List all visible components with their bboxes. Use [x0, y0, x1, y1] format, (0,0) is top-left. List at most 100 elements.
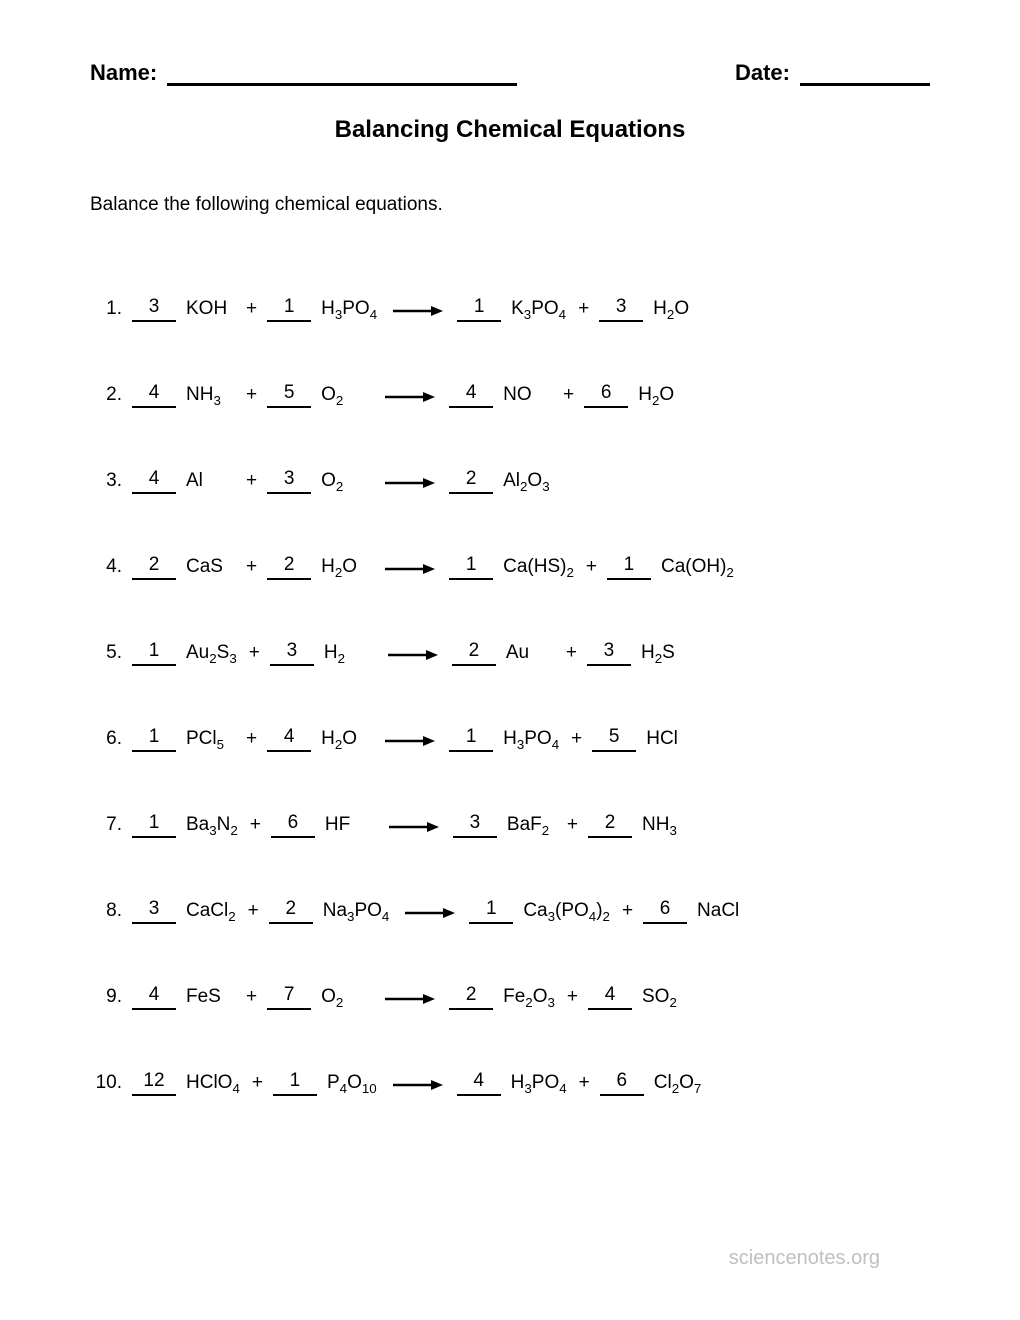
- coefficient-blank[interactable]: 2: [449, 984, 493, 1010]
- coefficient-blank[interactable]: 6: [643, 898, 687, 924]
- plus-sign: +: [573, 1072, 596, 1094]
- coefficient-blank[interactable]: 7: [267, 984, 311, 1010]
- coefficient-blank[interactable]: 3: [587, 640, 631, 666]
- date-label: Date:: [735, 60, 790, 86]
- chemical-formula: O2: [315, 470, 375, 492]
- page-title: Balancing Chemical Equations: [90, 116, 930, 144]
- coefficient-blank[interactable]: 3: [453, 812, 497, 838]
- plus-sign: +: [580, 556, 603, 578]
- chemical-formula: NH3: [636, 814, 696, 836]
- coefficient-blank[interactable]: 6: [584, 382, 628, 408]
- chemical-formula: NaCl: [691, 900, 751, 922]
- coefficient-blank[interactable]: 1: [457, 296, 501, 322]
- arrow-icon: [395, 906, 465, 920]
- plus-sign: +: [244, 814, 267, 836]
- chemical-formula: CaS: [180, 556, 240, 578]
- equation-row: 4.2CaS+2H2O1Ca(HS)2+1Ca(OH)2: [90, 554, 930, 580]
- chemical-formula: Al: [180, 470, 240, 492]
- plus-sign: +: [561, 986, 584, 1008]
- chemical-formula: NH3: [180, 384, 240, 406]
- equation-number: 9.: [90, 986, 128, 1008]
- coefficient-blank[interactable]: 2: [588, 812, 632, 838]
- coefficient-blank[interactable]: 3: [270, 640, 314, 666]
- equation-row: 7.1Ba3N2+6HF3BaF2+2NH3: [90, 812, 930, 838]
- arrow-icon: [383, 1078, 453, 1092]
- coefficient-blank[interactable]: 4: [457, 1070, 501, 1096]
- plus-sign: +: [240, 298, 263, 320]
- chemical-formula: H2: [318, 642, 378, 664]
- chemical-formula: BaF2: [501, 814, 561, 836]
- plus-sign: +: [240, 556, 263, 578]
- plus-sign: +: [240, 384, 263, 406]
- equation-number: 1.: [90, 298, 128, 320]
- chemical-formula: NO: [497, 384, 557, 406]
- coefficient-blank[interactable]: 2: [269, 898, 313, 924]
- arrow-icon: [375, 390, 445, 404]
- coefficient-blank[interactable]: 6: [271, 812, 315, 838]
- equation-row: 2.4NH3+5O24NO+6H2O: [90, 382, 930, 408]
- chemical-formula: P4O10: [321, 1072, 383, 1094]
- coefficient-blank[interactable]: 4: [588, 984, 632, 1010]
- chemical-formula: H2O: [632, 384, 692, 406]
- chemical-formula: H3PO4: [505, 1072, 573, 1094]
- coefficient-blank[interactable]: 2: [449, 468, 493, 494]
- name-input-line[interactable]: [167, 62, 517, 86]
- coefficient-blank[interactable]: 2: [267, 554, 311, 580]
- chemical-formula: H3PO4: [497, 728, 565, 750]
- chemical-formula: Al2O3: [497, 470, 557, 492]
- coefficient-blank[interactable]: 3: [132, 296, 176, 322]
- chemical-formula: HClO4: [180, 1072, 246, 1094]
- coefficient-blank[interactable]: 4: [132, 382, 176, 408]
- coefficient-blank[interactable]: 6: [600, 1070, 644, 1096]
- coefficient-blank[interactable]: 1: [132, 640, 176, 666]
- equation-row: 10.12HClO4+1P4O104H3PO4+6Cl2O7: [90, 1070, 930, 1096]
- coefficient-blank[interactable]: 4: [132, 468, 176, 494]
- coefficient-blank[interactable]: 5: [267, 382, 311, 408]
- chemical-formula: PCl5: [180, 728, 240, 750]
- coefficient-blank[interactable]: 3: [599, 296, 643, 322]
- chemical-formula: Ca3(PO4)2: [517, 900, 616, 922]
- instructions: Balance the following chemical equations…: [90, 194, 930, 216]
- coefficient-blank[interactable]: 1: [267, 296, 311, 322]
- chemical-formula: K3PO4: [505, 298, 572, 320]
- chemical-formula: Ca(HS)2: [497, 556, 580, 578]
- plus-sign: +: [565, 728, 588, 750]
- plus-sign: +: [240, 986, 263, 1008]
- equation-number: 5.: [90, 642, 128, 664]
- date-input-line[interactable]: [800, 62, 930, 86]
- coefficient-blank[interactable]: 3: [132, 898, 176, 924]
- coefficient-blank[interactable]: 12: [132, 1070, 176, 1096]
- chemical-formula: H2O: [647, 298, 707, 320]
- chemical-formula: Au: [500, 642, 560, 664]
- coefficient-blank[interactable]: 5: [592, 726, 636, 752]
- equation-row: 8.3CaCl2+2Na3PO41Ca3(PO4)2+6NaCl: [90, 898, 930, 924]
- coefficient-blank[interactable]: 1: [469, 898, 513, 924]
- chemical-formula: H3PO4: [315, 298, 383, 320]
- equation-row: 3.4Al+3O22Al2O3: [90, 468, 930, 494]
- chemical-formula: O2: [315, 986, 375, 1008]
- equation-row: 5.1Au2S3+3H22Au+3H2S: [90, 640, 930, 666]
- coefficient-blank[interactable]: 1: [607, 554, 651, 580]
- coefficient-blank[interactable]: 4: [267, 726, 311, 752]
- header-row: Name: Date:: [90, 60, 930, 86]
- equation-row: 6.1PCl5+4H2O1H3PO4+5HCl: [90, 726, 930, 752]
- coefficient-blank[interactable]: 1: [132, 726, 176, 752]
- arrow-icon: [378, 648, 448, 662]
- chemical-formula: SO2: [636, 986, 696, 1008]
- plus-sign: +: [243, 642, 266, 664]
- coefficient-blank[interactable]: 4: [132, 984, 176, 1010]
- equation-number: 8.: [90, 900, 128, 922]
- coefficient-blank[interactable]: 1: [132, 812, 176, 838]
- coefficient-blank[interactable]: 2: [452, 640, 496, 666]
- coefficient-blank[interactable]: 1: [273, 1070, 317, 1096]
- coefficient-blank[interactable]: 3: [267, 468, 311, 494]
- coefficient-blank[interactable]: 1: [449, 726, 493, 752]
- coefficient-blank[interactable]: 4: [449, 382, 493, 408]
- coefficient-blank[interactable]: 2: [132, 554, 176, 580]
- chemical-formula: KOH: [180, 298, 240, 320]
- chemical-formula: H2O: [315, 556, 375, 578]
- plus-sign: +: [560, 642, 583, 664]
- chemical-formula: H2O: [315, 728, 375, 750]
- equation-number: 10.: [90, 1072, 128, 1094]
- coefficient-blank[interactable]: 1: [449, 554, 493, 580]
